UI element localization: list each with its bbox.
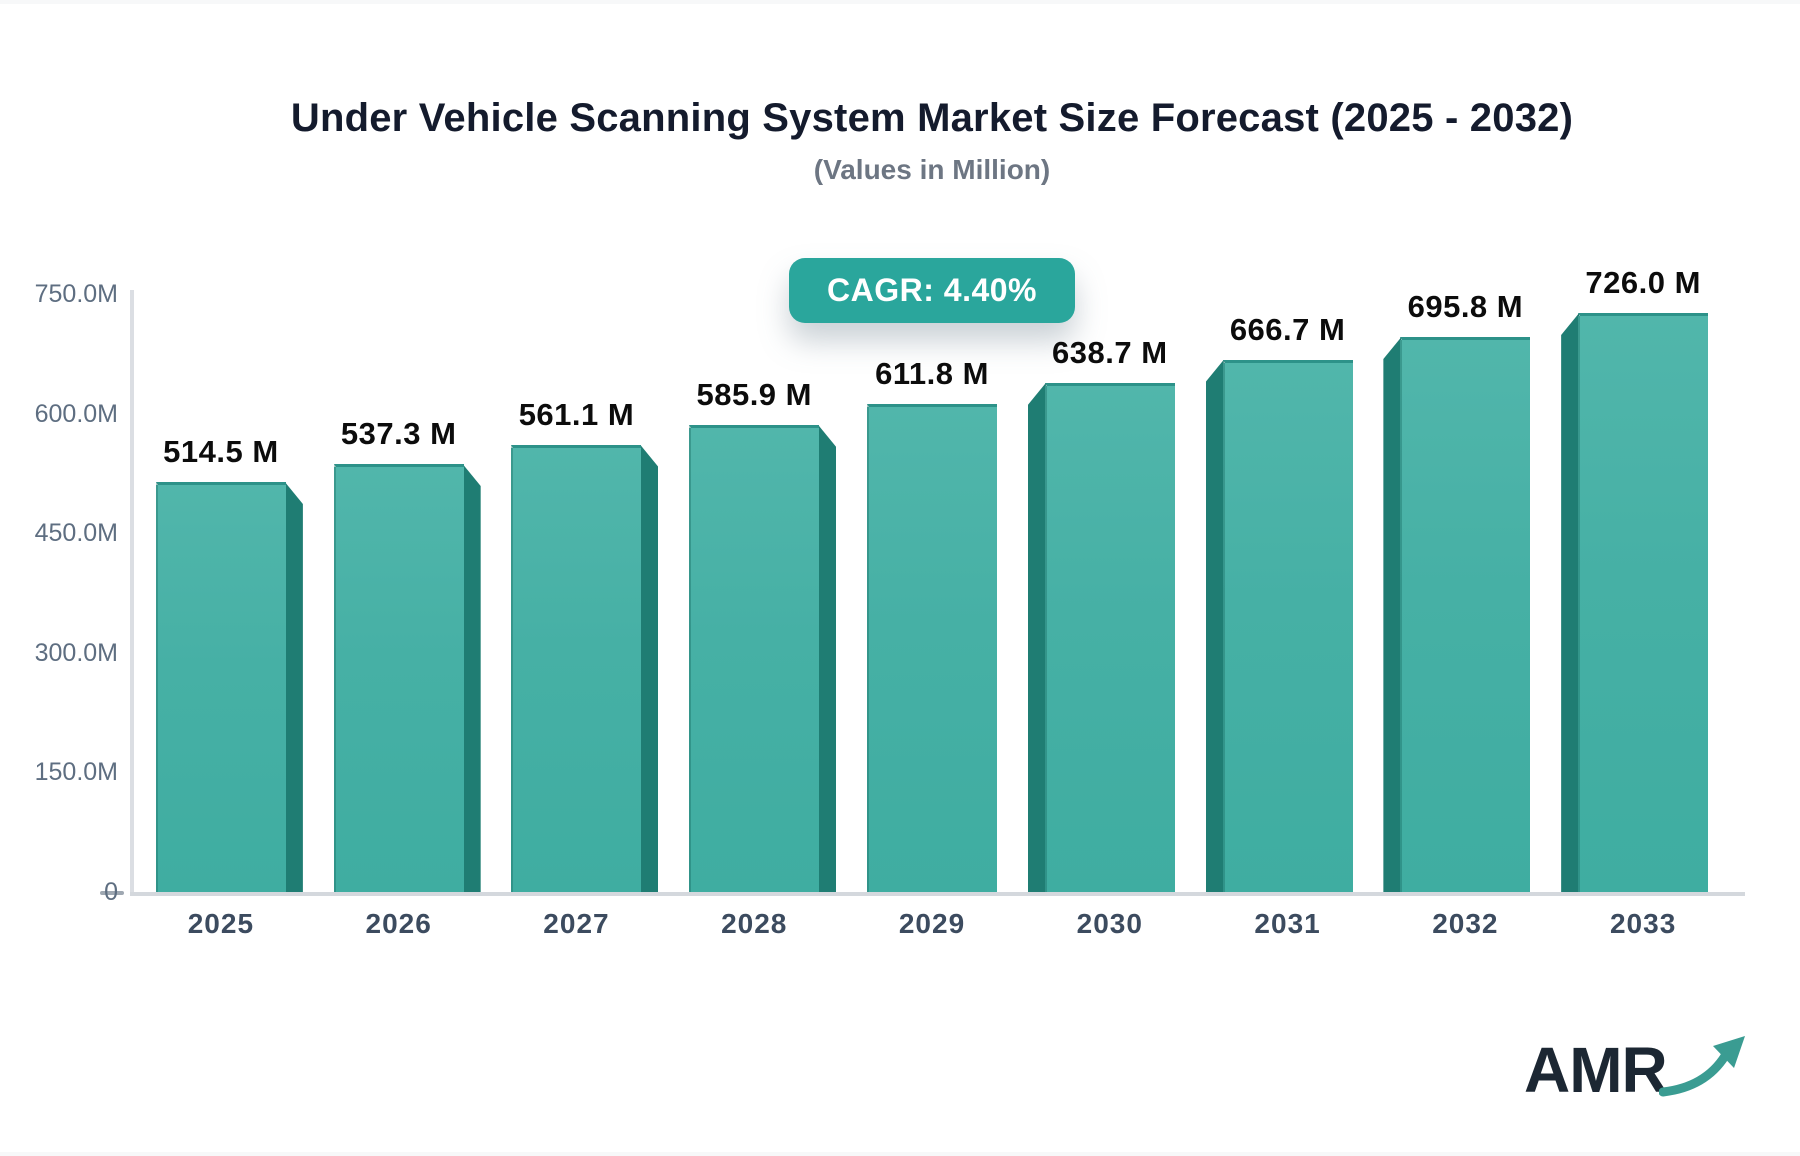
amr-logo: AMR	[1524, 1034, 1747, 1102]
x-tick-label-2031: 2031	[1254, 908, 1321, 939]
x-tick-label-2028: 2028	[721, 908, 788, 939]
amr-logo-text: AMR	[1524, 1034, 1668, 1106]
x-tick-label-2030: 2030	[1076, 908, 1143, 939]
bar-slot-2029: 611.8 M	[843, 294, 1021, 892]
bar-slot-2027: 561.1 M	[488, 294, 666, 892]
x-tick-label-2027: 2027	[543, 908, 610, 939]
bar-3d-side	[1027, 383, 1046, 892]
bar-value-label-2032: 695.8 M	[1407, 289, 1524, 324]
growth-arrow-icon	[1658, 1036, 1745, 1097]
bar-2026	[333, 464, 464, 892]
chart-subtitle: (Values in Million)	[813, 154, 1051, 185]
y-tick-label-600.0M: 600.0M	[34, 399, 118, 428]
x-tick-label-2029: 2029	[898, 908, 966, 939]
cagr-badge-row: CAGR: 4.40%	[32, 258, 1800, 323]
bar-value-label-2025: 514.5 M	[163, 434, 279, 469]
x-tick-label-2026: 2026	[365, 908, 432, 939]
bar-slot-2032: 695.8 M	[1376, 289, 1554, 892]
bar-slot-2025: 514.5 M	[132, 294, 310, 892]
bar-slot-2028: 585.9 M	[665, 294, 843, 892]
bar-value-label-2028: 585.9 M	[696, 377, 812, 412]
y-tick-label-450.0M: 450.0M	[34, 519, 118, 548]
y-tick-label-750.0M: 750.0M	[34, 280, 118, 308]
x-axis-baseline	[130, 892, 1745, 896]
bar-value-label-2026: 537.3 M	[340, 416, 457, 451]
bar-2032	[1400, 337, 1531, 892]
bar-3d-side	[640, 445, 659, 892]
chart-title: Under Vehicle Scanning System Market Siz…	[290, 96, 1574, 140]
bar-2025	[155, 482, 286, 892]
bar-3d-side	[284, 482, 303, 892]
bar-3d-side	[1383, 337, 1402, 892]
bar-value-label-2030: 638.7 M	[1052, 335, 1168, 370]
bar-3d-side	[1205, 360, 1224, 892]
bar-3d-side	[818, 425, 837, 892]
bar-value-label-2031: 666.7 M	[1229, 312, 1346, 347]
x-tick-label-2033: 2033	[1609, 908, 1677, 939]
bar-value-label-2033: 726.0 M	[1585, 265, 1701, 300]
y-tick-label-300.0M: 300.0M	[34, 638, 118, 667]
x-tick-label-2025: 2025	[187, 908, 255, 939]
bar-slot-2031: 666.7 M	[1199, 294, 1377, 892]
y-tick-label-150.0M: 150.0M	[34, 758, 118, 787]
bar-3d-side	[1561, 313, 1580, 892]
y-axis-line	[130, 290, 134, 894]
bar-2027	[511, 445, 642, 892]
bar-2031	[1222, 360, 1353, 892]
bar-2029	[867, 404, 998, 892]
y-tick-label-0: 0	[104, 878, 118, 906]
x-axis-tick-labels: 2025 2026 2027 2028 2029 2030 2031 2032 2033	[132, 908, 1732, 940]
bar-slot-2026: 537.3 M	[310, 294, 488, 892]
zero-tick-mark	[100, 891, 124, 895]
bar-slot-2030: 638.7 M	[1021, 294, 1199, 892]
bar-2028	[689, 425, 820, 892]
bar-slot-2033: 726.0 M	[1554, 265, 1732, 892]
bar-value-label-2029: 611.8 M	[875, 356, 989, 391]
cagr-badge: CAGR: 4.40%	[789, 258, 1075, 323]
bar-3d-side	[462, 464, 481, 892]
x-tick-label-2032: 2032	[1432, 908, 1499, 939]
bar-2030	[1044, 383, 1175, 892]
bar-2033	[1578, 313, 1709, 892]
bars-area: 514.5 M 537.3 M 561.1 M 585.9 M 611.8 M 638.7…	[132, 265, 1732, 892]
bar-value-label-2027: 561.1 M	[518, 397, 635, 432]
